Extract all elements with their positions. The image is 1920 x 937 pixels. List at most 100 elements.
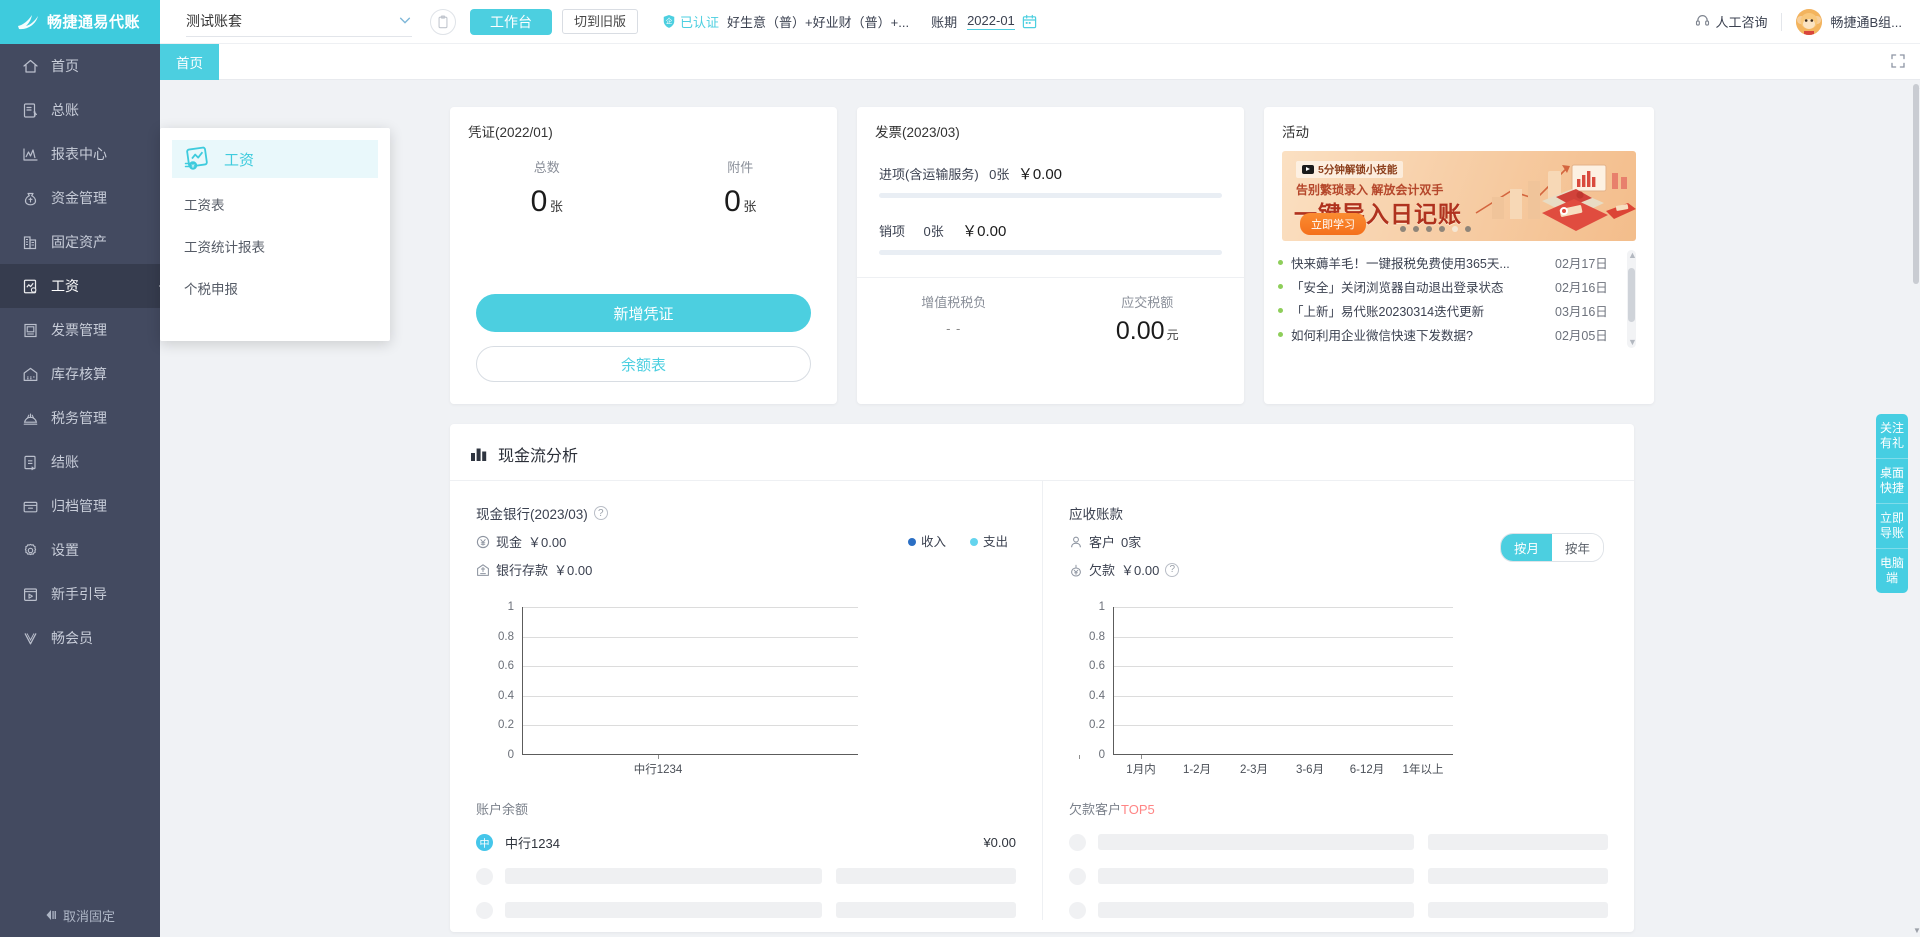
debt-label: 欠款 — [1089, 563, 1116, 578]
flyout-item-payroll-stats-report[interactable]: 工资统计报表 — [184, 240, 265, 255]
news-item[interactable]: 如何利用企业微信快速下发数据? 02月05日 — [1278, 322, 1636, 346]
caret-down-icon[interactable]: ▼ — [1628, 337, 1636, 347]
sidebar-item-closing[interactable]: 结账 — [0, 440, 160, 484]
toggle-by-year[interactable]: 按年 — [1551, 534, 1603, 561]
news-item[interactable]: 「上新」易代账20230314迭代更新 03月16日 — [1278, 298, 1636, 322]
news-item[interactable]: 快来薅羊毛！一键报税免费使用365天... 02月17日 — [1278, 250, 1636, 274]
invoice-input-bar — [879, 193, 1222, 198]
page-scrollbar[interactable]: ▲ ▼ — [1912, 80, 1920, 937]
period-value[interactable]: 2022-01 — [967, 13, 1015, 30]
account-set-value: 测试账套 — [186, 13, 242, 29]
toggle-by-month[interactable]: 按月 — [1500, 534, 1552, 561]
home-icon — [22, 58, 39, 75]
kpi-unit: 张 — [743, 199, 757, 214]
kpi-label: 总数 — [533, 160, 560, 175]
clipboard-icon[interactable] — [430, 8, 456, 35]
sidebar-item-funds[interactable]: 资金管理 — [0, 176, 160, 220]
calendar-icon[interactable] — [1022, 14, 1037, 29]
sidebar-item-label: 发票管理 — [51, 322, 107, 338]
question-circle-icon[interactable]: ? — [593, 506, 608, 520]
news-title: 「上新」易代账20230314迭代更新 — [1291, 304, 1485, 319]
shield-verified-icon: 企 — [662, 14, 676, 29]
avatar-placeholder — [476, 901, 493, 919]
account-name: 中行1234 — [505, 835, 560, 851]
receivables-period-toggle[interactable]: 按月 按年 — [1499, 533, 1604, 562]
gridline — [522, 636, 858, 638]
user-name[interactable]: 畅捷通B组... — [1830, 15, 1902, 30]
gridline — [1113, 666, 1453, 668]
flyout-item-payroll-sheet[interactable]: 工资表 — [184, 198, 225, 213]
question-circle-icon[interactable]: ? — [1165, 562, 1180, 577]
flyout-header-payroll[interactable]: ¥ 工资 — [172, 140, 378, 178]
avatar-placeholder — [1069, 901, 1086, 919]
tax-icon — [22, 410, 39, 427]
banner-cta-button[interactable]: 立即学习 — [1300, 213, 1366, 235]
x-tick-label: 2-3月 — [1239, 764, 1269, 776]
float-pc-client-button[interactable]: 电脑端 — [1876, 548, 1908, 593]
sidebar-item-vip[interactable]: 畅会员 — [0, 616, 160, 660]
debt-value: ￥0.00 — [1121, 563, 1160, 578]
balance-sheet-button[interactable]: 余额表 — [476, 346, 811, 382]
cashflow-panel-columns: 现金银行(2023/03) ? 现金 ￥0.00 — [450, 481, 1634, 920]
workbench-button[interactable]: 工作台 — [470, 8, 552, 35]
news-item[interactable]: 「安全」关闭浏览器自动退出登录状态 02月16日 — [1278, 274, 1636, 298]
tab-home[interactable]: 首页 — [160, 44, 219, 80]
scrollbar-thumb[interactable] — [1628, 268, 1635, 322]
monkey-avatar-icon[interactable] — [1796, 8, 1823, 35]
banner-tag: 5分钟解锁小技能 — [1296, 161, 1404, 178]
cash-value: ￥0.00 — [528, 535, 567, 550]
carousel-dot[interactable] — [1426, 226, 1432, 232]
banner-carousel-dots[interactable] — [1400, 226, 1471, 232]
bullet-icon — [1278, 283, 1283, 289]
float-label-line2: 端 — [1885, 571, 1898, 585]
brand-block[interactable]: 畅捷通易代账 — [0, 0, 160, 44]
sidebar-item-fixed-assets[interactable]: 固定资产 — [0, 220, 160, 264]
float-desktop-shortcut-button[interactable]: 桌面 快捷 — [1876, 458, 1908, 503]
kpi-value: 0.00 元 — [1051, 317, 1245, 346]
headset-icon — [1695, 13, 1710, 31]
x-tick-label: 1月内 — [1126, 764, 1156, 776]
sidebar-item-label: 税务管理 — [51, 410, 107, 426]
sidebar-item-settings[interactable]: 设置 — [0, 528, 160, 572]
add-voucher-button[interactable]: 新增凭证 — [476, 294, 811, 332]
sidebar-item-ledger[interactable]: 总账 — [0, 88, 160, 132]
sidebar-item-archive[interactable]: 归档管理 — [0, 484, 160, 528]
old-version-button[interactable]: 切到旧版 — [562, 9, 639, 34]
sidebar-item-invoice[interactable]: 发票管理 — [0, 308, 160, 352]
carousel-dot-active[interactable] — [1452, 226, 1458, 232]
sidebar-item-tax[interactable]: 税务管理 — [0, 396, 160, 440]
legend-expense-swatch — [969, 538, 978, 546]
account-set-select[interactable]: 测试账套 — [186, 7, 412, 37]
list-item[interactable]: 中 中行1234 ¥0.00 — [476, 832, 1016, 852]
sidebar-item-guide[interactable]: 新手引导 — [0, 572, 160, 616]
kpi-number: 0 — [724, 185, 741, 218]
news-date: 02月17日 — [1555, 256, 1608, 271]
scrollbar-thumb[interactable] — [1913, 84, 1919, 284]
kpi-number: 0.00 — [1115, 317, 1165, 345]
unpin-sidebar-button[interactable]: 取消固定 — [0, 893, 160, 937]
sidebar-item-inventory[interactable]: 库存核算 — [0, 352, 160, 396]
flyout-header-label: 工资 — [224, 151, 255, 169]
invoice-output-amount: ￥0.00 — [962, 223, 1007, 240]
sidebar-item-payroll[interactable]: 工资 — [0, 264, 167, 308]
caret-down-icon[interactable]: ▼ — [1913, 926, 1920, 935]
sidebar-item-home[interactable]: 首页 — [0, 44, 160, 88]
banner-subtitle: 告别繁琐录入 解放会计双手 — [1296, 183, 1444, 197]
flyout-item-income-tax-declaration[interactable]: 个税申报 — [184, 282, 238, 297]
carousel-dot[interactable] — [1400, 226, 1406, 232]
consult-button[interactable]: 人工咨询 — [1695, 12, 1767, 31]
carousel-dot[interactable] — [1413, 226, 1419, 232]
activity-banner[interactable]: 5分钟解锁小技能 告别繁琐录入 解放会计双手 一键导入日记账 立即学习 — [1282, 151, 1636, 241]
avatar-placeholder — [476, 867, 493, 885]
sidebar-item-reports[interactable]: 报表中心 — [0, 132, 160, 176]
sidebar-item-label: 资金管理 — [51, 190, 107, 206]
carousel-dot[interactable] — [1439, 226, 1445, 232]
news-scrollbar[interactable]: ▲ ▼ — [1627, 250, 1636, 348]
float-follow-gift-button[interactable]: 关注 有礼 — [1876, 414, 1908, 458]
expand-fullscreen-icon[interactable] — [1890, 53, 1906, 69]
caret-up-icon[interactable]: ▲ — [1628, 250, 1636, 260]
carousel-dot[interactable] — [1465, 226, 1471, 232]
float-import-now-button[interactable]: 立即 导账 — [1876, 503, 1908, 548]
customer-stat: 客户 0家 — [1069, 532, 1608, 551]
